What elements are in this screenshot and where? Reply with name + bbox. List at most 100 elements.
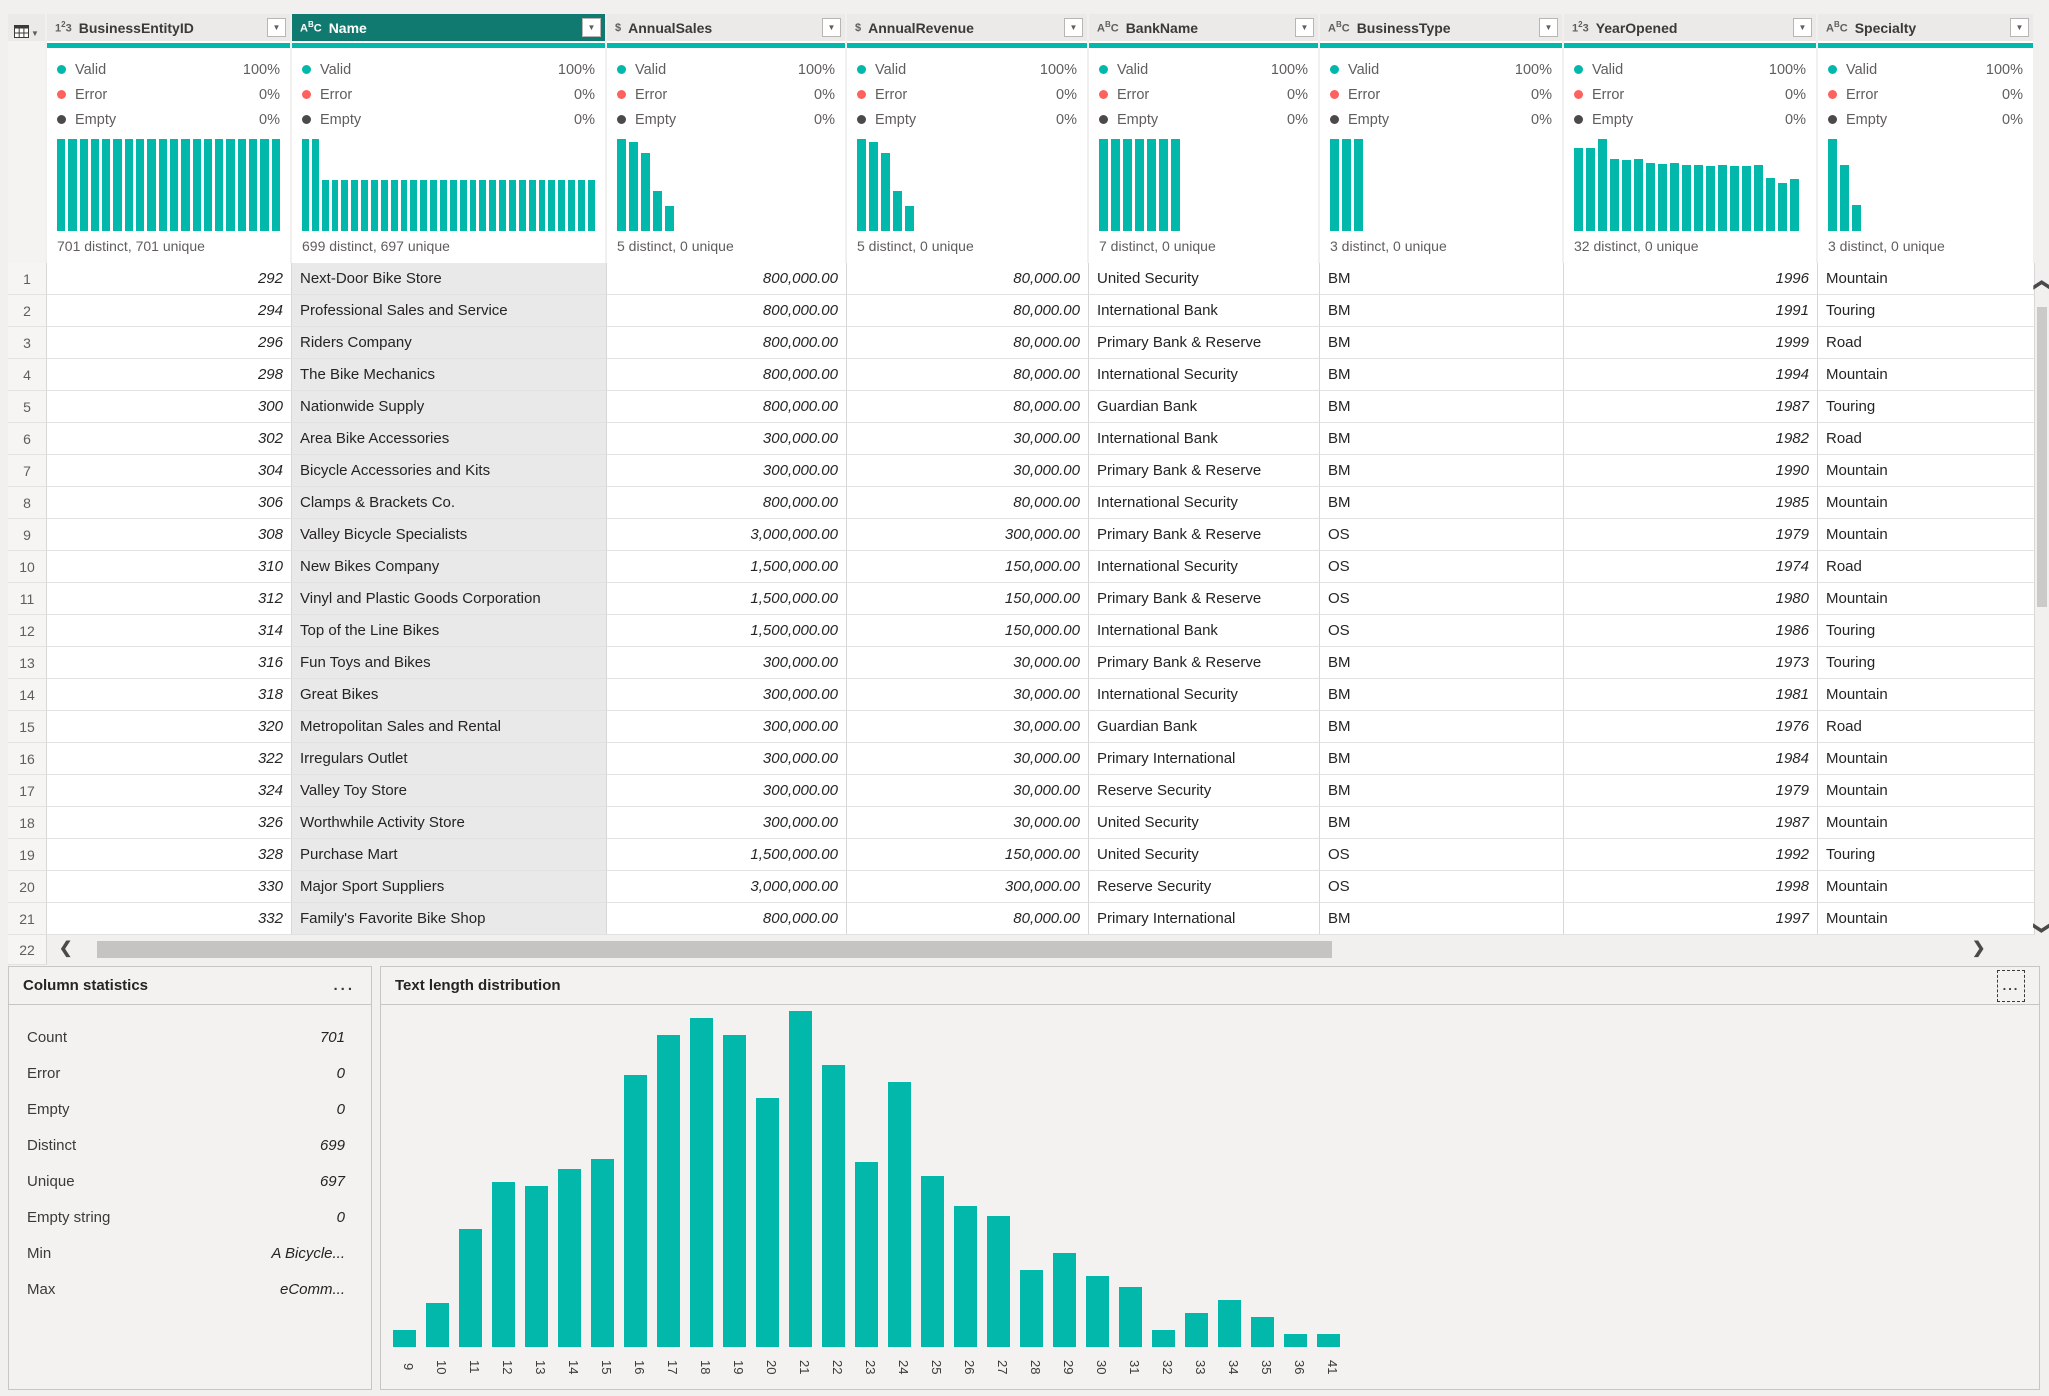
cell-name[interactable]: Top of the Line Bikes	[292, 615, 607, 647]
filter-dropdown-button[interactable]: ▼	[267, 18, 286, 37]
cell-annualsales[interactable]: 800,000.00	[607, 391, 847, 423]
filter-dropdown-button[interactable]: ▼	[1539, 18, 1558, 37]
distribution-bar[interactable]	[371, 180, 378, 231]
distribution-bar[interactable]	[271, 139, 280, 231]
cell-name[interactable]: Fun Toys and Bikes	[292, 647, 607, 679]
row-number[interactable]: 15	[8, 711, 47, 743]
distribution-bar[interactable]	[489, 180, 497, 231]
histogram-bar[interactable]	[1119, 1287, 1142, 1347]
distribution-bar[interactable]	[400, 180, 408, 231]
scroll-up-icon[interactable]: ❮	[2034, 278, 2049, 291]
cell-yearopened[interactable]: 1982	[1564, 423, 1818, 455]
cell-annualrevenue[interactable]: 150,000.00	[847, 551, 1089, 583]
histogram-bar[interactable]	[921, 1176, 944, 1347]
distribution-bar[interactable]	[1742, 166, 1751, 231]
row-number[interactable]: 2	[8, 295, 47, 327]
cell-specialty[interactable]: Touring	[1818, 295, 2035, 327]
cell-yearopened[interactable]: 1998	[1564, 871, 1818, 903]
cell-businessentityid[interactable]: 300	[47, 391, 292, 423]
cell-yearopened[interactable]: 1997	[1564, 903, 1818, 935]
column-header-businessentityid[interactable]: 123 BusinessEntityID ▼	[47, 14, 292, 41]
cell-name[interactable]: Professional Sales and Service	[292, 295, 607, 327]
distribution-bar[interactable]	[653, 191, 662, 231]
distribution-bar[interactable]	[1354, 139, 1363, 231]
row-number[interactable]: 12	[8, 615, 47, 647]
cell-bankname[interactable]: International Security	[1089, 359, 1320, 391]
horizontal-scrollbar[interactable]: ❮ ❯	[47, 935, 2035, 965]
cell-annualrevenue[interactable]: 80,000.00	[847, 327, 1089, 359]
cell-annualsales[interactable]: 1,500,000.00	[607, 839, 847, 871]
cell-businesstype[interactable]: OS	[1320, 871, 1564, 903]
row-number[interactable]: 8	[8, 487, 47, 519]
column-header-yearopened[interactable]: 123 YearOpened ▼	[1564, 14, 1818, 41]
cell-businessentityid[interactable]: 296	[47, 327, 292, 359]
cell-annualsales[interactable]: 3,000,000.00	[607, 871, 847, 903]
cell-name[interactable]: Irregulars Outlet	[292, 743, 607, 775]
cell-annualrevenue[interactable]: 80,000.00	[847, 263, 1089, 295]
cell-bankname[interactable]: Guardian Bank	[1089, 711, 1320, 743]
cell-businessentityid[interactable]: 292	[47, 263, 292, 295]
distribution-bar[interactable]	[102, 139, 111, 231]
cell-annualsales[interactable]: 300,000.00	[607, 679, 847, 711]
cell-bankname[interactable]: Primary International	[1089, 903, 1320, 935]
cell-businessentityid[interactable]: 314	[47, 615, 292, 647]
histogram-bar[interactable]	[756, 1098, 779, 1347]
cell-name[interactable]: Worthwhile Activity Store	[292, 807, 607, 839]
row-number[interactable]: 18	[8, 807, 47, 839]
cell-annualsales[interactable]: 300,000.00	[607, 743, 847, 775]
cell-annualrevenue[interactable]: 150,000.00	[847, 583, 1089, 615]
row-number[interactable]: 19	[8, 839, 47, 871]
cell-bankname[interactable]: Primary Bank & Reserve	[1089, 647, 1320, 679]
column-header-name[interactable]: ABC Name ▼	[292, 14, 607, 41]
cell-businessentityid[interactable]: 310	[47, 551, 292, 583]
horizontal-scrollbar-thumb[interactable]	[97, 941, 1332, 958]
row-number[interactable]: 10	[8, 551, 47, 583]
distribution-bar[interactable]	[499, 180, 507, 231]
histogram-bar[interactable]	[492, 1182, 515, 1347]
cell-businesstype[interactable]: BM	[1320, 327, 1564, 359]
cell-yearopened[interactable]: 1981	[1564, 679, 1818, 711]
distribution-bar[interactable]	[1718, 165, 1727, 231]
cell-specialty[interactable]: Touring	[1818, 391, 2035, 423]
distribution-bar[interactable]	[1790, 179, 1799, 231]
cell-businessentityid[interactable]: 326	[47, 807, 292, 839]
distribution-bar[interactable]	[79, 139, 88, 231]
cell-specialty[interactable]: Mountain	[1818, 359, 2035, 391]
distribution-bar[interactable]	[1123, 139, 1132, 231]
distribution-bar[interactable]	[881, 153, 890, 231]
distribution-bar[interactable]	[1634, 159, 1643, 231]
histogram-bar[interactable]	[888, 1082, 911, 1347]
cell-yearopened[interactable]: 1980	[1564, 583, 1818, 615]
distribution-bar[interactable]	[1706, 166, 1715, 231]
cell-specialty[interactable]: Road	[1818, 327, 2035, 359]
distribution-bar[interactable]	[528, 180, 536, 231]
cell-yearopened[interactable]: 1991	[1564, 295, 1818, 327]
cell-businesstype[interactable]: BM	[1320, 455, 1564, 487]
vertical-scrollbar[interactable]: ❮ ❮	[2032, 277, 2049, 936]
distribution-bar[interactable]	[1766, 178, 1775, 231]
cell-specialty[interactable]: Road	[1818, 423, 2035, 455]
cell-bankname[interactable]: Guardian Bank	[1089, 391, 1320, 423]
cell-specialty[interactable]: Mountain	[1818, 487, 2035, 519]
scroll-left-icon[interactable]: ❮	[59, 940, 73, 957]
cell-annualsales[interactable]: 300,000.00	[607, 647, 847, 679]
distribution-bar[interactable]	[1159, 139, 1168, 231]
histogram-bar[interactable]	[525, 1186, 548, 1347]
histogram-bar[interactable]	[459, 1229, 482, 1347]
cell-annualsales[interactable]: 800,000.00	[607, 295, 847, 327]
distribution-bar[interactable]	[331, 180, 339, 231]
distribution-bar[interactable]	[1658, 164, 1667, 231]
distribution-bar[interactable]	[1754, 165, 1763, 231]
cell-name[interactable]: Great Bikes	[292, 679, 607, 711]
cell-yearopened[interactable]: 1985	[1564, 487, 1818, 519]
column-header-businesstype[interactable]: ABC BusinessType ▼	[1320, 14, 1564, 41]
scroll-down-icon[interactable]: ❮	[2032, 921, 2049, 935]
cell-yearopened[interactable]: 1974	[1564, 551, 1818, 583]
distribution-bar[interactable]	[237, 139, 247, 231]
cell-bankname[interactable]: International Security	[1089, 679, 1320, 711]
cell-businessentityid[interactable]: 302	[47, 423, 292, 455]
cell-name[interactable]: Riders Company	[292, 327, 607, 359]
cell-annualrevenue[interactable]: 30,000.00	[847, 423, 1089, 455]
cell-specialty[interactable]: Mountain	[1818, 871, 2035, 903]
distribution-menu-button[interactable]: ...	[1997, 969, 2025, 1002]
